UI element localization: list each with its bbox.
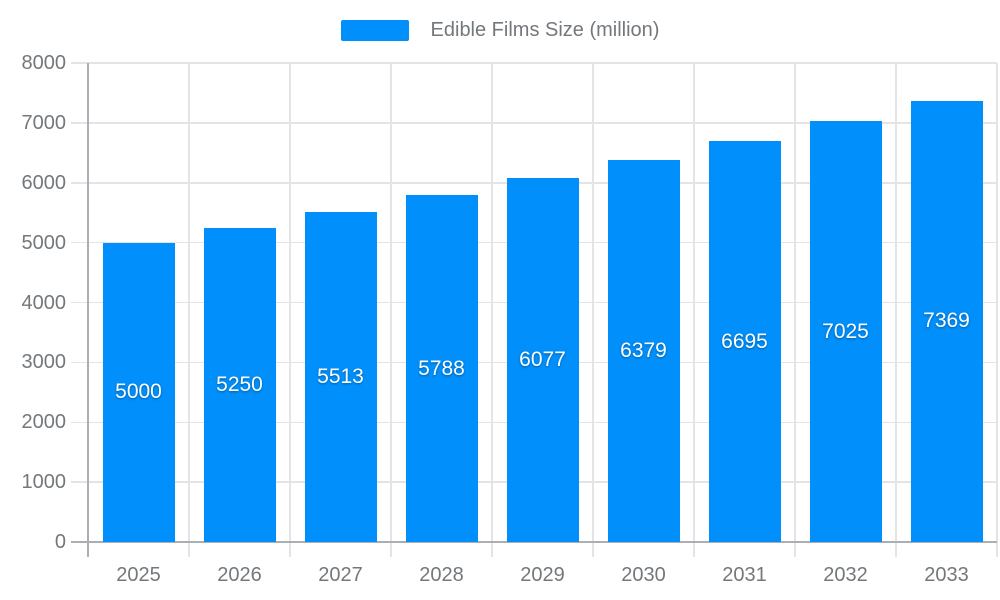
bar[interactable] [506, 178, 579, 542]
gridline-vertical [491, 63, 493, 557]
y-tick-label: 2000 [21, 411, 67, 434]
bar[interactable] [102, 242, 175, 542]
chart-legend: Edible Films Size (million) [0, 16, 1000, 44]
x-tick-label: 2027 [318, 564, 363, 586]
legend-marker-swatch[interactable] [340, 19, 409, 41]
gridline-vertical [693, 63, 695, 557]
gridline-horizontal [71, 62, 997, 64]
bar[interactable] [809, 121, 882, 542]
bar[interactable] [304, 211, 377, 542]
gridline-horizontal [71, 122, 997, 124]
y-tick-label: 5000 [21, 231, 67, 254]
gridline-vertical [592, 63, 594, 557]
gridline-vertical [188, 63, 190, 557]
bar[interactable] [910, 100, 983, 542]
bar[interactable] [708, 141, 781, 542]
y-tick-label: 8000 [21, 52, 67, 74]
gridline-vertical [794, 63, 796, 557]
y-axis-line [87, 63, 89, 557]
x-axis-line [71, 541, 997, 543]
y-tick-label: 7000 [21, 111, 67, 134]
gridline-vertical [289, 63, 291, 557]
x-tick-label: 2031 [722, 564, 767, 586]
gridline-vertical [996, 63, 998, 557]
legend-series-label[interactable]: Edible Films Size (million) [430, 19, 660, 41]
y-tick-label: 1000 [21, 471, 67, 494]
x-tick-label: 2033 [924, 564, 969, 586]
y-tick-label: 3000 [21, 351, 67, 374]
x-tick-label: 2028 [419, 564, 464, 586]
x-tick-label: 2029 [520, 564, 565, 586]
y-tick-label: 0 [54, 531, 66, 553]
x-tick-label: 2032 [823, 564, 868, 586]
gridline-vertical [895, 63, 897, 557]
x-tick-label: 2025 [116, 564, 161, 586]
gridline-vertical [390, 63, 392, 557]
bar[interactable] [203, 227, 276, 542]
x-tick-label: 2026 [217, 564, 262, 586]
y-tick-label: 4000 [21, 291, 67, 314]
x-tick-label: 2030 [621, 564, 666, 586]
y-tick-label: 6000 [21, 171, 67, 194]
bar[interactable] [607, 160, 680, 542]
bar[interactable] [405, 195, 478, 542]
